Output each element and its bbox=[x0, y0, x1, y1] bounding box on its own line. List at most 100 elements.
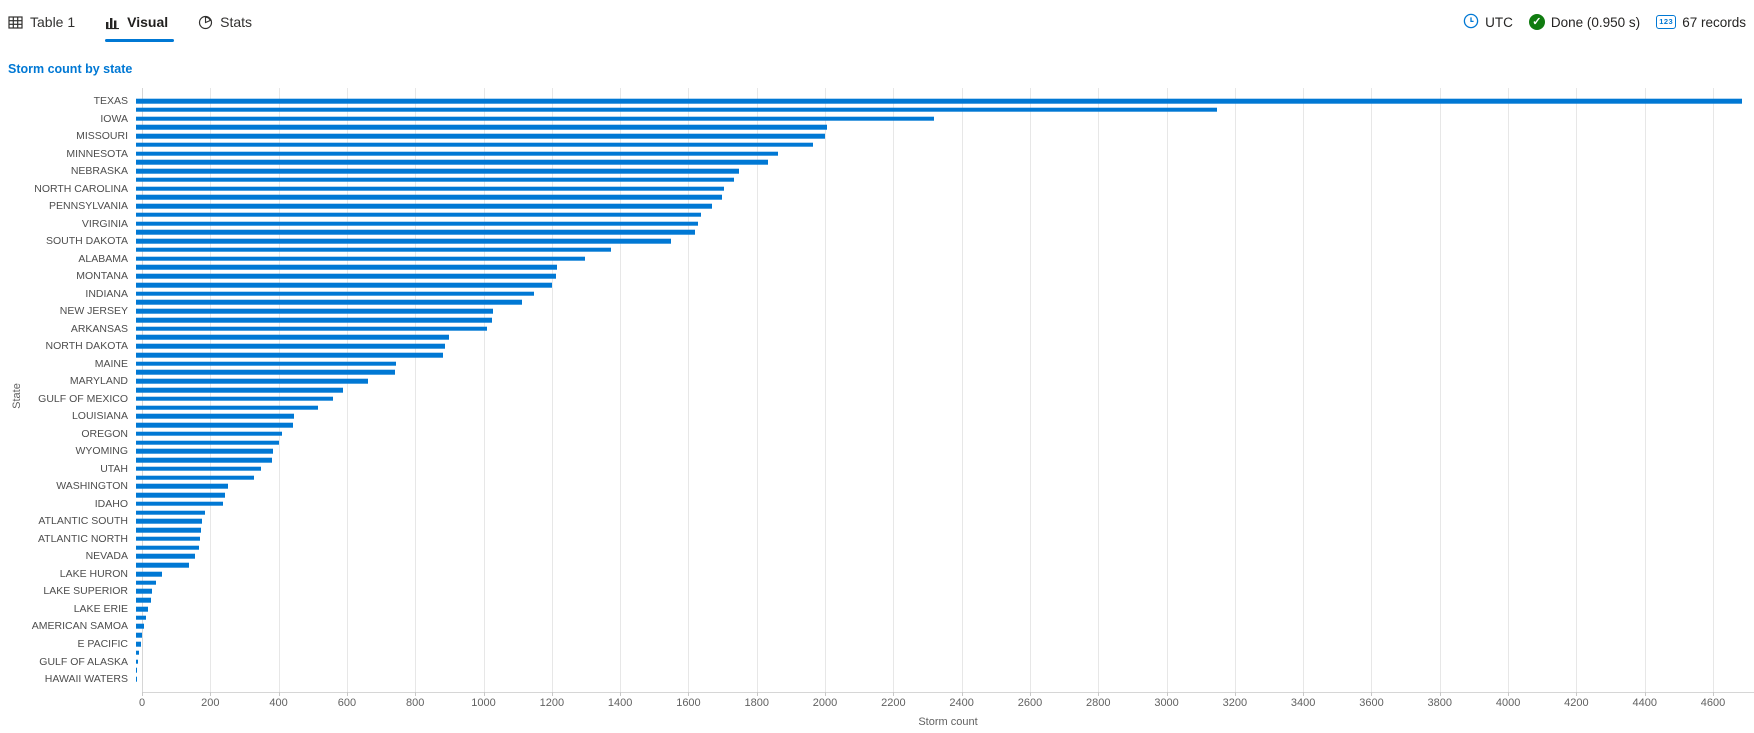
bar[interactable] bbox=[136, 492, 226, 498]
bar-track bbox=[135, 130, 1747, 142]
bar[interactable] bbox=[136, 545, 199, 550]
x-tick-mark bbox=[346, 692, 348, 696]
bar[interactable] bbox=[136, 466, 261, 472]
timezone-selector[interactable]: UTC bbox=[1463, 13, 1513, 32]
gridline bbox=[1029, 88, 1031, 692]
bar[interactable] bbox=[136, 501, 223, 507]
bar[interactable] bbox=[136, 405, 318, 410]
bar[interactable] bbox=[136, 667, 138, 673]
bar-track bbox=[135, 603, 1747, 615]
bar-row: WYOMING bbox=[0, 445, 1754, 457]
bar[interactable] bbox=[136, 107, 1218, 113]
bar[interactable] bbox=[136, 597, 152, 603]
y-category-label: NORTH DAKOTA bbox=[45, 340, 128, 353]
bar[interactable] bbox=[136, 256, 586, 261]
bar[interactable] bbox=[136, 116, 935, 121]
tab-table1[interactable]: Table 1 bbox=[8, 0, 87, 44]
bar[interactable] bbox=[136, 536, 201, 542]
bar[interactable] bbox=[136, 624, 144, 629]
tab-label: Stats bbox=[220, 14, 253, 30]
bar[interactable] bbox=[136, 554, 196, 559]
bar[interactable] bbox=[136, 265, 558, 270]
x-tick-mark bbox=[551, 692, 553, 696]
bar-row bbox=[0, 562, 1754, 568]
bar[interactable] bbox=[136, 641, 141, 647]
bar-row bbox=[0, 335, 1754, 341]
bar[interactable] bbox=[136, 475, 254, 480]
bar-row bbox=[0, 527, 1754, 533]
bar[interactable] bbox=[136, 562, 189, 568]
gridline bbox=[346, 88, 348, 692]
bar[interactable] bbox=[136, 195, 723, 200]
bar[interactable] bbox=[136, 378, 368, 384]
y-category-label: MONTANA bbox=[76, 270, 128, 283]
tab-stats[interactable]: Stats bbox=[198, 0, 264, 44]
bar[interactable] bbox=[136, 527, 202, 533]
bar[interactable] bbox=[136, 510, 205, 515]
bar[interactable] bbox=[136, 343, 446, 349]
bar-track bbox=[135, 615, 1747, 621]
bar[interactable] bbox=[136, 519, 202, 524]
bar[interactable] bbox=[136, 273, 557, 279]
bar[interactable] bbox=[136, 431, 283, 437]
bar[interactable] bbox=[136, 413, 295, 419]
bar-row: NEVADA bbox=[0, 550, 1754, 562]
bar[interactable] bbox=[136, 160, 768, 165]
bar[interactable] bbox=[136, 457, 272, 463]
x-tick-label: 600 bbox=[337, 697, 357, 709]
bar[interactable] bbox=[136, 440, 280, 445]
bar[interactable] bbox=[136, 177, 734, 183]
bar[interactable] bbox=[136, 238, 672, 244]
bar[interactable] bbox=[136, 230, 696, 235]
bar[interactable] bbox=[136, 326, 488, 331]
bar[interactable] bbox=[136, 151, 779, 156]
x-tick-mark bbox=[961, 692, 963, 696]
bar[interactable] bbox=[136, 335, 449, 340]
bar[interactable] bbox=[136, 370, 395, 375]
bar[interactable] bbox=[136, 133, 825, 139]
bar-row bbox=[0, 300, 1754, 306]
bar-row: MARYLAND bbox=[0, 375, 1754, 387]
bar[interactable] bbox=[136, 449, 273, 454]
bar[interactable] bbox=[136, 352, 443, 358]
x-axis-title: Storm count bbox=[918, 716, 978, 728]
gridline bbox=[620, 88, 622, 692]
bar[interactable] bbox=[136, 484, 229, 489]
bar[interactable] bbox=[136, 98, 1742, 104]
bar-track bbox=[135, 230, 1747, 236]
bar[interactable] bbox=[136, 650, 140, 656]
bar-row: LAKE SUPERIOR bbox=[0, 585, 1754, 597]
bar[interactable] bbox=[136, 221, 699, 226]
bar[interactable] bbox=[136, 282, 552, 288]
bar[interactable] bbox=[136, 387, 343, 393]
bar[interactable] bbox=[136, 308, 493, 314]
bar[interactable] bbox=[136, 580, 157, 585]
bar[interactable] bbox=[136, 571, 162, 577]
bar[interactable] bbox=[136, 606, 149, 612]
bar[interactable] bbox=[136, 589, 153, 594]
bar-row bbox=[0, 632, 1754, 638]
bar[interactable] bbox=[136, 317, 492, 323]
bar[interactable] bbox=[136, 615, 147, 620]
bar-track bbox=[135, 445, 1747, 457]
bar[interactable] bbox=[136, 291, 534, 296]
bar[interactable] bbox=[136, 186, 724, 191]
bar[interactable] bbox=[136, 659, 139, 664]
bar-row: MINNESOTA bbox=[0, 148, 1754, 160]
tab-visual[interactable]: Visual bbox=[105, 0, 180, 44]
bar[interactable] bbox=[136, 300, 522, 305]
bar[interactable] bbox=[136, 422, 294, 428]
bar[interactable] bbox=[136, 361, 396, 367]
x-tick-label: 1800 bbox=[744, 697, 769, 709]
bar[interactable] bbox=[136, 632, 143, 638]
y-category-label: LAKE ERIE bbox=[73, 602, 128, 615]
bar[interactable] bbox=[136, 142, 814, 148]
bar[interactable] bbox=[136, 168, 740, 174]
x-tick-label: 2800 bbox=[1086, 697, 1111, 709]
bar[interactable] bbox=[136, 203, 713, 209]
bar[interactable] bbox=[136, 396, 334, 402]
bar[interactable] bbox=[136, 212, 702, 218]
bar[interactable] bbox=[136, 124, 827, 130]
bar[interactable] bbox=[136, 247, 611, 253]
